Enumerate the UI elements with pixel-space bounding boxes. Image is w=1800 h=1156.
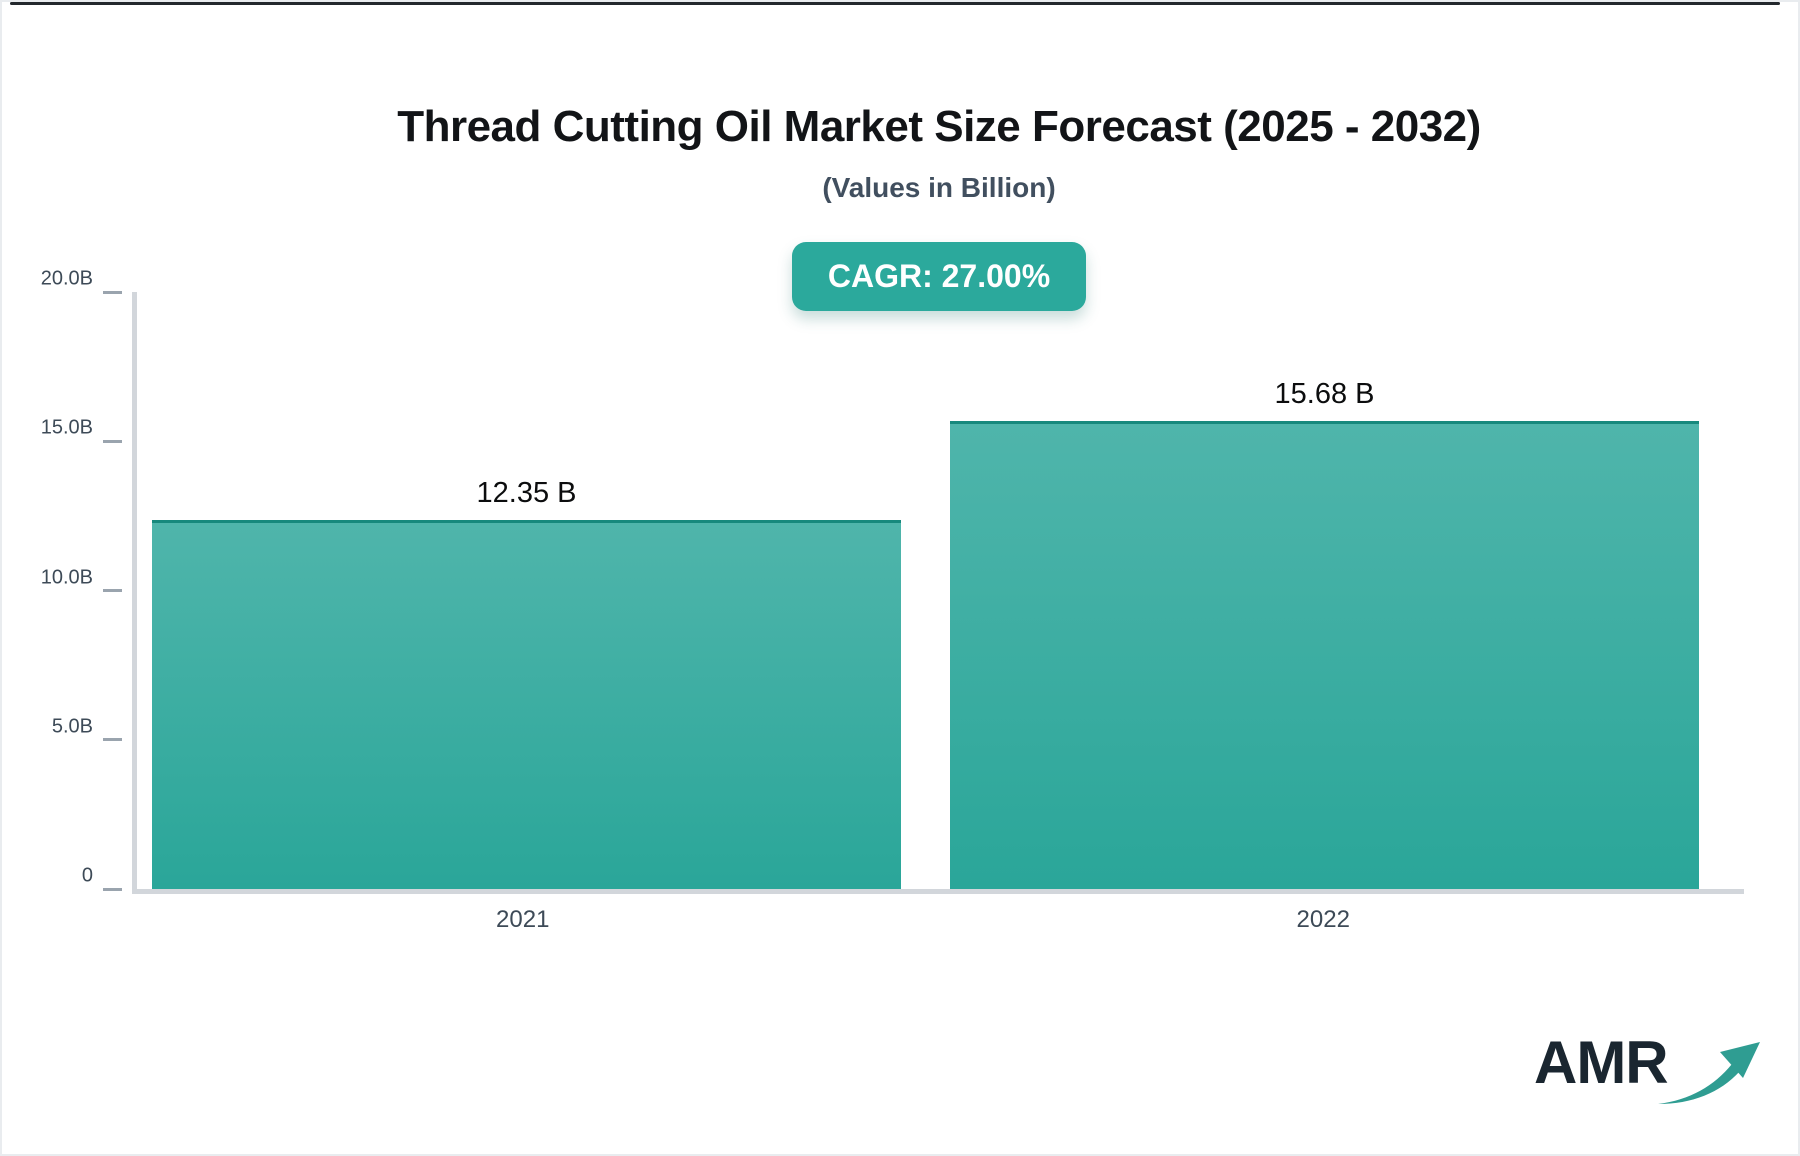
bar-value-label: 15.68 B (1274, 377, 1375, 410)
bars-row: 12.35 B 15.68 B (137, 292, 1744, 889)
x-axis-label: 2021 (496, 906, 550, 933)
bar-2021 (152, 520, 901, 889)
y-axis-tick (103, 290, 122, 294)
y-axis-tick-label: 5.0B (51, 715, 93, 738)
bar-group-2021: 12.35 B (152, 292, 901, 889)
amr-logo: AMR (1534, 1028, 1766, 1112)
y-axis-tick-label: 15.0B (40, 416, 93, 439)
top-accent-line (10, 2, 1780, 5)
bar-value-label: 12.35 B (476, 477, 577, 510)
bar-2022 (950, 420, 1699, 889)
y-axis-tick (103, 887, 122, 891)
plot-area: 12.35 B 15.68 B 0 5.0B 10.0B 15.0B 20.0B (41, 268, 1744, 894)
x-axis-labels: 2021 2022 (132, 906, 1744, 934)
x-axis-label: 2022 (1296, 906, 1350, 933)
y-axis-tick-label: 10.0B (40, 566, 93, 588)
y-axis-tick (103, 589, 122, 592)
y-axis-tick (103, 439, 122, 443)
cagr-badge: CAGR: 27.00% (791, 242, 1087, 311)
amr-logo-text: AMR (1534, 1029, 1669, 1096)
chart-header: Thread Cutting Oil Market Size Forecast … (134, 2, 1744, 311)
chart-title: Thread Cutting Oil Market Size Forecast … (397, 102, 1481, 151)
growth-arrow-icon (1657, 1042, 1760, 1104)
y-axis-tick (103, 738, 122, 742)
chart-subtitle: (Values in Billion) (822, 172, 1056, 203)
y-axis-tick-label: 0 (81, 864, 93, 887)
y-axis-tick-label: 20.0B (40, 267, 93, 290)
bar-group-2022: 15.68 B (950, 292, 1699, 889)
